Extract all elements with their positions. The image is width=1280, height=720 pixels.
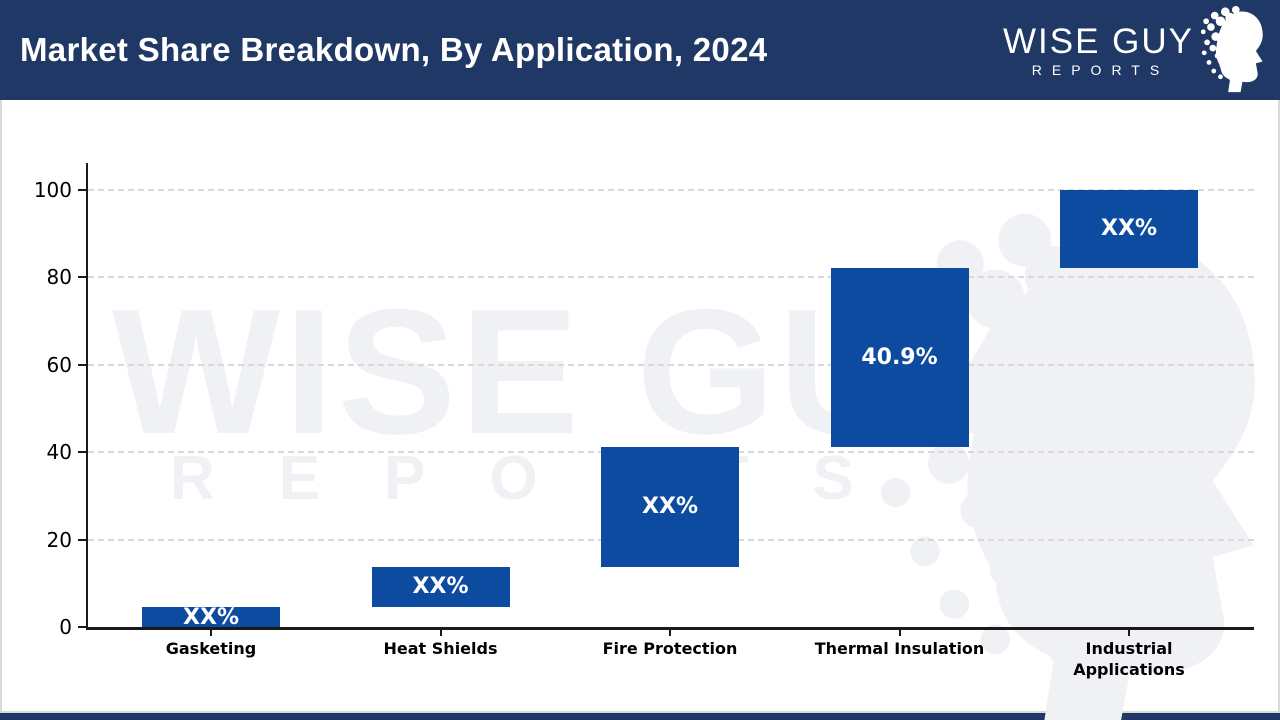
dotted-head-icon	[1200, 6, 1263, 93]
y-tick-label: 60	[46, 352, 72, 377]
bar-value-label: XX%	[642, 494, 698, 520]
bar-value-label: XX%	[412, 574, 469, 600]
x-tick-label: Industrial Applications	[1073, 639, 1185, 679]
y-tick-label: 100	[33, 177, 72, 202]
gridline	[88, 188, 1254, 191]
x-tick-mark	[1128, 630, 1130, 636]
logo-brand-sub: REPORTS	[1031, 61, 1170, 78]
page-title: Market Share Breakdown, By Application, …	[20, 31, 768, 68]
bar-fire-protection: XX%	[601, 447, 739, 567]
bar-gasketing: XX%	[142, 604, 280, 630]
bar-value-label: XX%	[1101, 216, 1157, 242]
y-tick-mark	[78, 626, 86, 628]
x-tick-label: Thermal Insulation	[814, 639, 985, 658]
y-tick-mark	[78, 363, 86, 366]
x-tick-mark	[439, 630, 442, 636]
x-tick-label: Gasketing	[165, 639, 257, 658]
x-tick-mark	[669, 630, 671, 636]
logo-brand-name: WISE GUY	[1002, 21, 1194, 61]
y-tick-label: 80	[46, 265, 72, 289]
x-axis-spine	[86, 627, 1254, 630]
bar-industrial-applications: XX%	[1060, 189, 1198, 269]
watermark-brand-sub: REPORTS	[170, 444, 918, 513]
footer-bar	[0, 713, 1280, 720]
bar-value-label: XX%	[183, 604, 239, 630]
x-tick-label: Fire Protection	[602, 639, 738, 658]
wiseguy-logo: WISE GUY REPORTS	[1003, 6, 1266, 94]
bar-value-label: 40.9%	[861, 345, 938, 371]
y-tick-label: 0	[59, 615, 72, 639]
bar-thermal-insulation: 40.9%	[830, 268, 969, 448]
x-tick-mark	[898, 630, 901, 636]
x-tick-label: Heat Shields	[383, 639, 498, 658]
bar-heat-shields: XX%	[371, 566, 510, 608]
wiseguy-logo-text: WISE GUY REPORTS	[1003, 24, 1194, 77]
y-tick-mark	[78, 538, 86, 541]
y-tick-mark	[78, 276, 86, 278]
y-tick-mark	[78, 188, 86, 191]
x-tick-mark	[210, 630, 212, 636]
y-tick-mark	[78, 451, 86, 453]
y-tick-label: 20	[46, 527, 72, 552]
y-axis-spine	[86, 163, 88, 629]
gridline	[88, 276, 1254, 278]
y-tick-label: 40	[46, 440, 72, 464]
header-band: Market Share Breakdown, By Application, …	[0, 0, 1280, 100]
gridline	[88, 363, 1254, 366]
